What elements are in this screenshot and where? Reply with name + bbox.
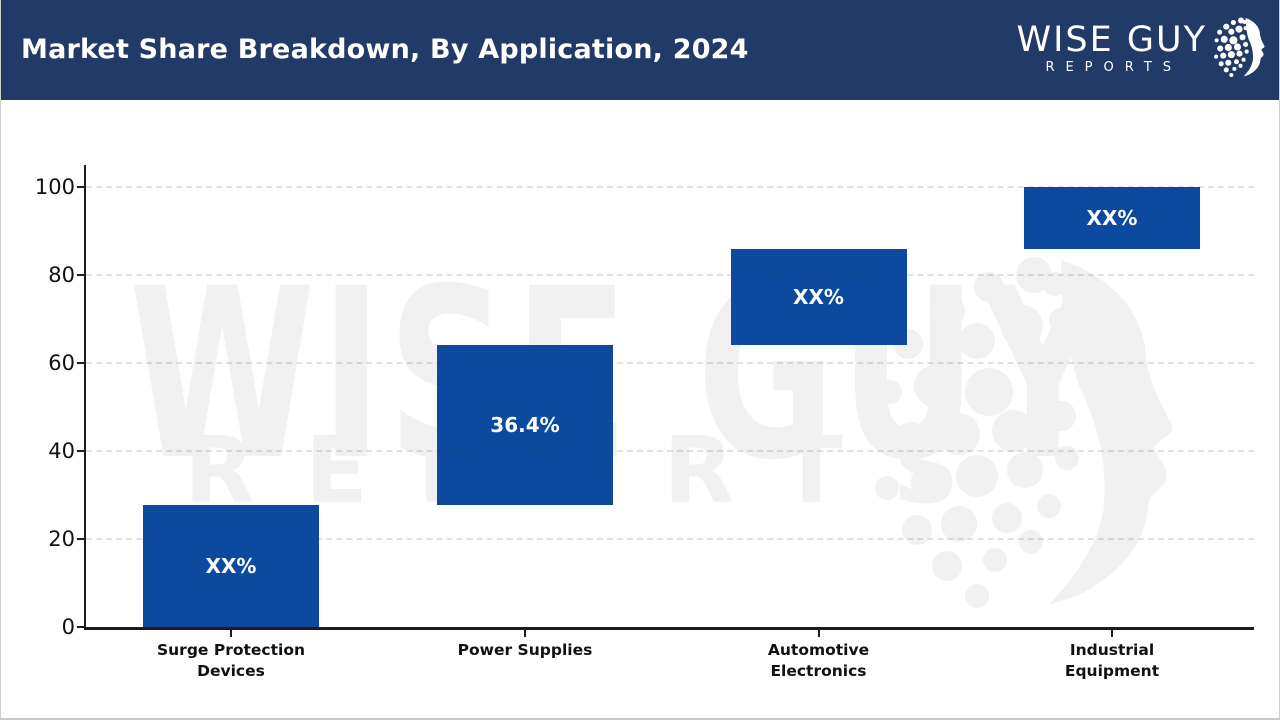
logo-text: WISE GUY REPORTS <box>1016 21 1207 76</box>
y-axis-tick-label: 100 <box>34 175 75 199</box>
y-axis-tick-label: 80 <box>48 263 75 287</box>
y-axis-tick-label: 40 <box>48 439 75 463</box>
gridline-y-80 <box>86 274 1254 276</box>
gridline-y-60 <box>86 362 1254 364</box>
gridline-y-40 <box>86 450 1254 452</box>
y-axis-tick-mark <box>77 362 85 364</box>
bar-2[interactable]: XX% <box>730 249 907 345</box>
y-axis-tick-mark <box>77 626 85 628</box>
y-axis-tick-mark <box>77 538 85 540</box>
y-axis-tick-label: 20 <box>48 527 75 551</box>
bar-3[interactable]: XX% <box>1024 187 1200 250</box>
header-bar: Market Share Breakdown, By Application, … <box>1 0 1279 100</box>
bar-value-label: XX% <box>793 285 844 310</box>
y-axis-spine <box>84 165 86 630</box>
bar-value-label: 36.4% <box>490 413 560 438</box>
bar-value-label: XX% <box>1086 206 1138 231</box>
wise-guy-reports-logo: WISE GUY REPORTS <box>1016 8 1267 88</box>
logo-subtitle: REPORTS <box>1045 60 1183 76</box>
x-axis-category-label: Industrial Equipment <box>1064 641 1160 680</box>
x-axis-tick-mark <box>524 629 526 637</box>
x-axis-category-label: Surge Protection Devices <box>156 641 305 680</box>
logo-head-icon <box>1211 8 1267 88</box>
logo-wordmark: WISE GUY <box>1016 19 1207 60</box>
bar-1[interactable]: 36.4% <box>437 344 613 506</box>
bar-0[interactable]: XX% <box>143 505 319 627</box>
x-axis-category-label: Power Supplies <box>457 641 593 659</box>
y-axis-tick-label: 60 <box>48 351 75 375</box>
x-axis-spine <box>84 627 1254 630</box>
x-axis-tick-mark <box>1111 629 1113 637</box>
y-axis-tick-mark <box>77 274 85 276</box>
y-axis-tick-mark <box>77 450 85 452</box>
x-axis-tick-mark <box>817 629 820 637</box>
bar-value-label: XX% <box>205 554 257 579</box>
chart-title: Market Share Breakdown, By Application, … <box>21 34 749 65</box>
x-axis-category-label: Automotive Electronics <box>767 641 870 680</box>
y-axis-tick-mark <box>77 186 85 188</box>
x-axis-tick-mark <box>230 629 232 637</box>
y-axis-tick-label: 0 <box>61 615 75 639</box>
